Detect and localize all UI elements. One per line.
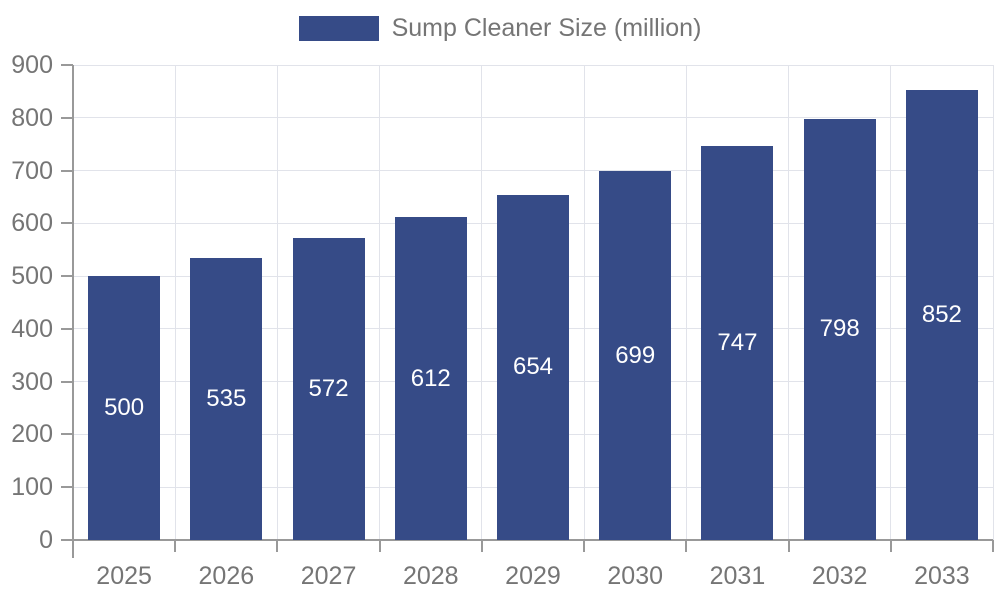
y-axis-label: 0 [39, 526, 53, 554]
y-axis-label: 400 [11, 314, 53, 343]
x-axis-label: 2031 [709, 562, 766, 590]
y-axis-label: 700 [11, 156, 53, 185]
y-axis-tick [61, 64, 73, 66]
bar-2026[interactable] [190, 257, 263, 540]
x-axis-tick [583, 540, 586, 552]
bar-2033[interactable] [905, 90, 978, 540]
y-axis-label: 600 [11, 209, 53, 238]
y-axis-tick [61, 275, 73, 278]
x-axis-label: 2026 [198, 562, 255, 590]
x-gridline [890, 65, 892, 540]
y-axis-label: 200 [11, 420, 53, 449]
x-axis-label: 2030 [607, 562, 664, 590]
y-axis-tick [61, 486, 73, 489]
y-axis-label: 300 [11, 367, 53, 396]
x-axis-line [73, 539, 993, 541]
x-axis-label: 2029 [505, 562, 561, 590]
bar-2027[interactable] [292, 238, 365, 540]
x-gridline [685, 65, 687, 540]
y-axis-label: 100 [11, 473, 53, 502]
y-gridline [73, 117, 993, 119]
legend-item[interactable]: Sump Cleaner Size (million) [0, 14, 1000, 43]
y-axis-tick [61, 222, 73, 225]
y-gridline [73, 64, 993, 66]
x-gridline [992, 65, 994, 540]
bar-2031[interactable] [701, 145, 774, 540]
y-axis-label: 500 [11, 262, 53, 291]
bar-2032[interactable] [803, 118, 876, 540]
x-gridline [583, 65, 585, 540]
x-axis-label: 2032 [811, 562, 868, 590]
y-axis-line [72, 65, 74, 558]
x-gridline [379, 65, 381, 540]
bar-2025[interactable] [88, 276, 161, 540]
bar-2030[interactable] [599, 171, 672, 540]
bar-2028[interactable] [394, 217, 467, 540]
x-axis-tick [480, 540, 483, 552]
y-axis-tick [61, 327, 73, 330]
x-axis-tick [992, 540, 994, 552]
x-axis-label: 2033 [914, 562, 970, 590]
legend-label: Sump Cleaner Size (million) [391, 14, 702, 42]
x-axis-tick [787, 540, 790, 552]
x-axis-tick [174, 540, 177, 552]
y-axis-tick [61, 116, 73, 119]
x-gridline [481, 65, 483, 540]
y-axis-tick [61, 539, 73, 541]
x-axis-tick [276, 540, 279, 552]
y-axis-label: 900 [11, 51, 53, 79]
x-axis-label: 2028 [402, 562, 459, 590]
y-axis-tick [61, 169, 73, 172]
x-gridline [276, 65, 278, 540]
legend-swatch [298, 16, 379, 41]
x-gridline [788, 65, 790, 540]
x-gridline [174, 65, 176, 540]
x-axis-tick [889, 540, 892, 552]
x-axis-label: 2027 [300, 562, 357, 590]
x-axis-label: 2025 [96, 562, 152, 590]
y-axis-tick [61, 380, 73, 383]
bar-2029[interactable] [497, 194, 569, 540]
x-axis-tick [685, 540, 688, 552]
y-axis-tick [61, 433, 73, 436]
y-gridline [73, 170, 993, 172]
x-axis-tick [378, 540, 381, 552]
y-axis-label: 800 [11, 103, 53, 132]
